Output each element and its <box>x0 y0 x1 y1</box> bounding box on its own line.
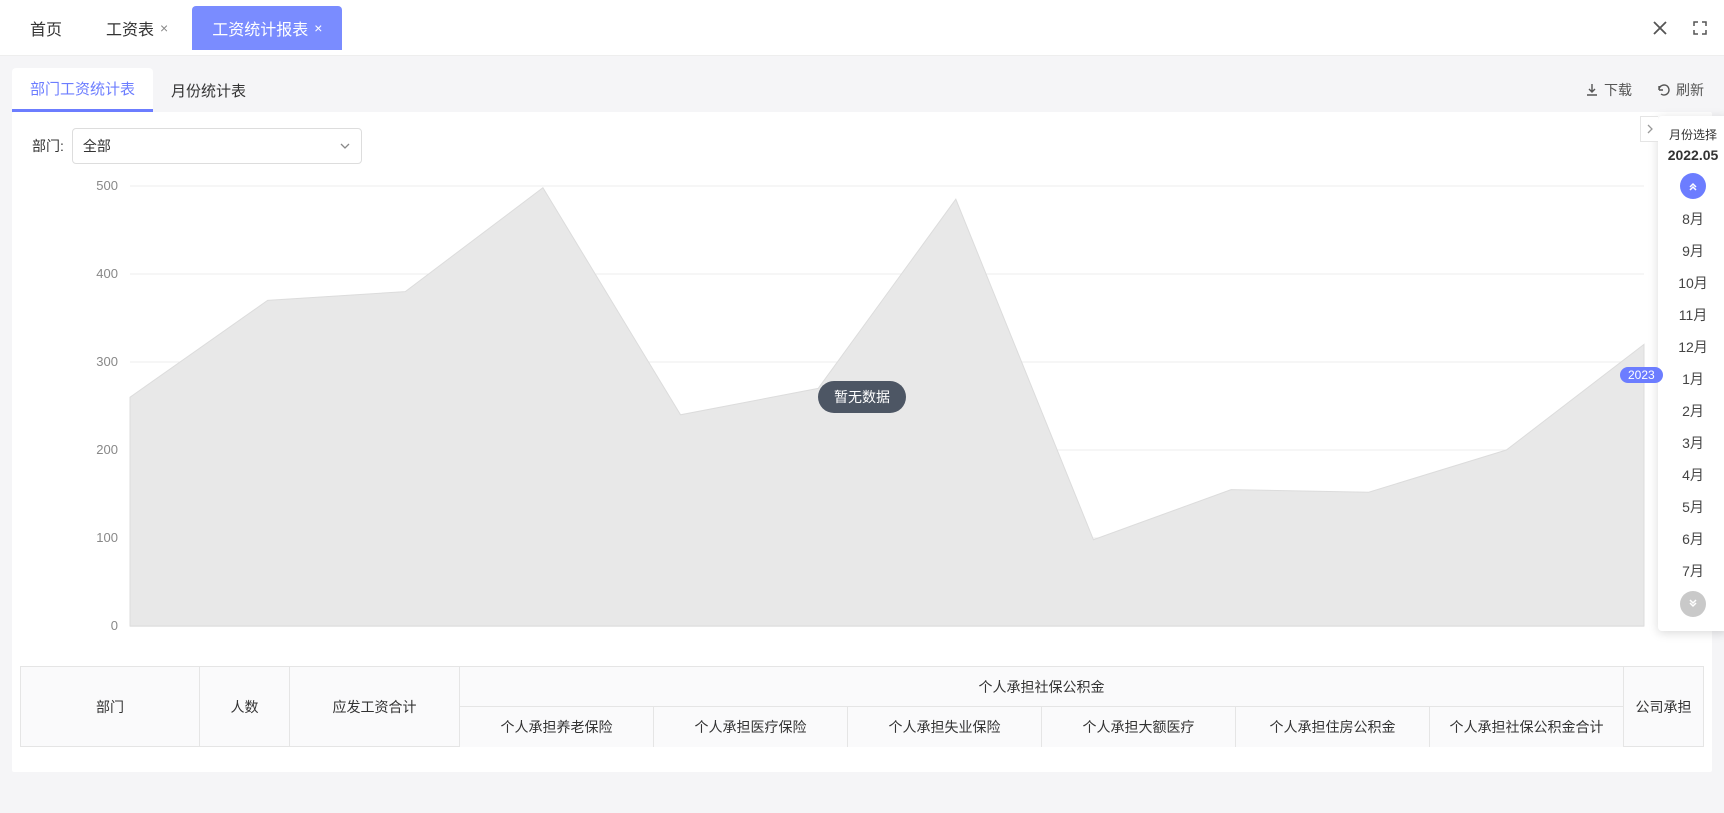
sub-tab-month[interactable]: 月份统计表 <box>153 68 264 112</box>
chart-tooltip: 暂无数据 <box>818 381 906 413</box>
close-all-button[interactable] <box>1644 12 1676 44</box>
tab-report[interactable]: 工资统计报表 × <box>192 6 342 50</box>
month-item[interactable]: 11月 <box>1658 299 1724 331</box>
month-item[interactable]: 4月 <box>1658 459 1724 491</box>
svg-text:300: 300 <box>96 354 118 369</box>
dept-select-value: 全部 <box>83 136 111 156</box>
month-picker-collapse[interactable] <box>1640 116 1658 142</box>
tab-home-label: 首页 <box>30 16 62 40</box>
sub-tab-dept-label: 部门工资统计表 <box>30 78 135 99</box>
th-company-label: 公司承担 <box>1636 697 1692 717</box>
th-company: 公司承担 <box>1624 667 1704 747</box>
tab-salary[interactable]: 工资表 × <box>86 6 188 50</box>
th-sub-cell: 个人承担住房公积金 <box>1236 707 1430 747</box>
content-area: 部门工资统计表 月份统计表 下载 刷新 部门: 全部 0 100 200 300 400 <box>0 56 1724 813</box>
month-item[interactable]: 10月 <box>1658 267 1724 299</box>
th-group-personal: 个人承担社保公积金 个人承担养老保险个人承担医疗保险个人承担失业保险个人承担大额… <box>460 667 1624 747</box>
th-count: 人数 <box>200 667 290 747</box>
th-count-label: 人数 <box>231 697 259 717</box>
svg-text:0: 0 <box>111 618 118 633</box>
dept-select[interactable]: 全部 <box>72 128 362 164</box>
fullscreen-icon <box>1692 20 1708 36</box>
tab-report-label: 工资统计报表 <box>212 16 308 40</box>
toolbar-right: 下载 刷新 <box>1584 80 1704 100</box>
fullscreen-button[interactable] <box>1684 12 1716 44</box>
download-icon <box>1584 82 1600 98</box>
refresh-label: 刷新 <box>1676 80 1704 100</box>
month-picker-selected: 2022.05 <box>1658 147 1724 169</box>
filter-row: 部门: 全部 <box>20 128 1704 176</box>
th-sub-cell: 个人承担社保公积金合计 <box>1430 707 1624 747</box>
sub-tabs-row: 部门工资统计表 月份统计表 下载 刷新 <box>12 68 1712 112</box>
chevron-down-icon <box>339 140 351 152</box>
month-item[interactable]: 5月 <box>1658 491 1724 523</box>
refresh-icon <box>1656 82 1672 98</box>
month-item[interactable]: 12月 <box>1658 331 1724 363</box>
th-sub-cell: 个人承担失业保险 <box>848 707 1042 747</box>
th-dept-label: 部门 <box>96 697 124 717</box>
month-item[interactable]: 1月2023 <box>1658 363 1724 395</box>
svg-text:400: 400 <box>96 266 118 281</box>
month-item[interactable]: 8月 <box>1658 203 1724 235</box>
th-sub-cell: 个人承担养老保险 <box>460 707 654 747</box>
th-sub-row: 个人承担养老保险个人承担医疗保险个人承担失业保险个人承担大额医疗个人承担住房公积… <box>460 707 1624 747</box>
chevron-down-double-icon <box>1687 598 1699 610</box>
x-icon <box>1651 19 1669 37</box>
th-sub-cell: 个人承担医疗保险 <box>654 707 848 747</box>
month-picker-title: 月份选择 <box>1658 122 1724 147</box>
sub-tab-dept[interactable]: 部门工资统计表 <box>12 68 153 112</box>
th-payable: 应发工资合计 <box>290 667 460 747</box>
month-item[interactable]: 2月 <box>1658 395 1724 427</box>
month-item[interactable]: 3月 <box>1658 427 1724 459</box>
month-list: 8月9月10月11月12月1月20232月3月4月5月6月7月 <box>1658 203 1724 587</box>
month-picker-panel: 月份选择 2022.05 8月9月10月11月12月1月20232月3月4月5月… <box>1658 116 1724 631</box>
chart-tooltip-text: 暂无数据 <box>834 389 890 405</box>
svg-text:500: 500 <box>96 178 118 193</box>
svg-text:100: 100 <box>96 530 118 545</box>
download-button[interactable]: 下载 <box>1584 80 1632 100</box>
th-group-personal-label: 个人承担社保公积金 <box>460 667 1624 707</box>
area-chart: 0 100 200 300 400 500 <box>80 176 1664 656</box>
close-icon[interactable]: × <box>314 20 322 36</box>
table-header: 部门 人数 应发工资合计 个人承担社保公积金 个人承担养老保险个人承担医疗保险个… <box>20 666 1704 747</box>
month-item[interactable]: 6月 <box>1658 523 1724 555</box>
close-icon[interactable]: × <box>160 20 168 36</box>
th-group-personal-text: 个人承担社保公积金 <box>979 677 1105 697</box>
svg-text:200: 200 <box>96 442 118 457</box>
th-sub-cell: 个人承担大额医疗 <box>1042 707 1236 747</box>
refresh-button[interactable]: 刷新 <box>1656 80 1704 100</box>
dept-filter-label: 部门: <box>32 136 64 156</box>
top-actions <box>1644 12 1716 44</box>
sub-tab-month-label: 月份统计表 <box>171 80 246 101</box>
tab-salary-label: 工资表 <box>106 16 154 40</box>
month-item[interactable]: 9月 <box>1658 235 1724 267</box>
th-payable-label: 应发工资合计 <box>333 697 417 717</box>
month-item[interactable]: 7月 <box>1658 555 1724 587</box>
main-panel: 部门: 全部 0100200300400500 暂无数据 部门 人数 应发 <box>12 112 1712 772</box>
download-label: 下载 <box>1604 80 1632 100</box>
chevron-up-double-icon <box>1687 180 1699 192</box>
table-header-row: 部门 人数 应发工资合计 个人承担社保公积金 个人承担养老保险个人承担医疗保险个… <box>20 667 1704 747</box>
chevron-right-icon <box>1645 124 1655 134</box>
chart-area: 0 100 200 300 400 500 暂无数据 <box>20 176 1704 656</box>
month-next-button[interactable] <box>1680 591 1706 617</box>
th-dept: 部门 <box>20 667 200 747</box>
main-tabs-bar: 首页 工资表 × 工资统计报表 × <box>0 0 1724 56</box>
month-prev-button[interactable] <box>1680 173 1706 199</box>
year-badge: 2023 <box>1620 367 1663 383</box>
tab-home[interactable]: 首页 <box>10 6 82 50</box>
